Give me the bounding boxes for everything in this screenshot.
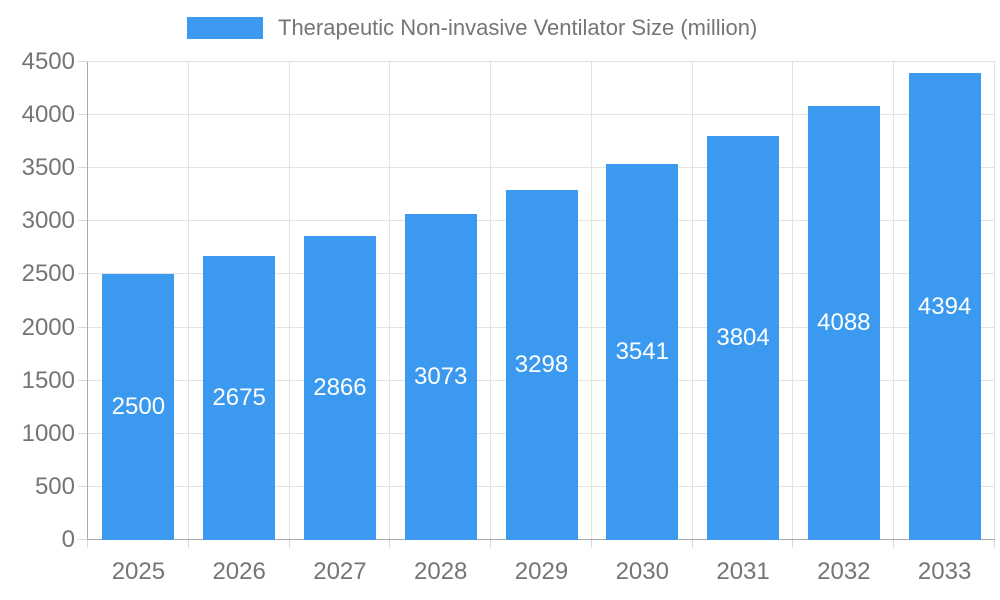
bar[interactable] <box>807 105 880 540</box>
legend-series-label: Therapeutic Non-invasive Ventilator Size… <box>278 15 758 40</box>
y-axis-tick <box>78 379 88 381</box>
legend-item[interactable]: Therapeutic Non-invasive Ventilator Size… <box>187 17 757 39</box>
y-axis-tick <box>78 61 88 62</box>
bar-value-label: 2675 <box>212 383 266 411</box>
bar[interactable] <box>303 235 376 540</box>
y-axis-tick-label: 3500 <box>21 154 75 182</box>
y-axis-tick-label: 0 <box>61 526 75 553</box>
y-axis-tick <box>78 432 88 434</box>
x-axis-tick-label: 2032 <box>817 558 871 585</box>
y-axis-tick-label: 1500 <box>21 366 75 394</box>
y-axis-tick-label: 3000 <box>21 207 75 235</box>
legend-swatch <box>187 17 263 39</box>
x-axis-tick <box>87 540 88 548</box>
y-axis-tick <box>78 485 88 487</box>
y-axis-tick <box>78 539 88 540</box>
bar-value-label: 3541 <box>615 337 669 365</box>
gridline-vertical <box>893 62 895 540</box>
gridline-vertical <box>691 62 693 540</box>
bar-value-label: 2500 <box>111 393 166 421</box>
gridline-horizontal <box>88 61 995 62</box>
x-axis-tick <box>792 540 794 548</box>
bar[interactable] <box>606 163 679 540</box>
gridline-horizontal <box>88 114 995 116</box>
gridline-vertical <box>994 62 995 540</box>
bar-value-label: 4394 <box>917 292 972 320</box>
bar-value-label: 3073 <box>414 362 468 390</box>
gridline-vertical <box>590 62 592 540</box>
x-axis-tick-label: 2027 <box>313 558 367 585</box>
x-axis-tick-label: 2026 <box>212 558 266 585</box>
y-axis-tick <box>78 167 88 169</box>
y-axis-tick <box>78 220 88 222</box>
bar[interactable] <box>102 274 175 540</box>
x-axis-tick-label: 2031 <box>716 558 770 585</box>
gridline-vertical <box>187 62 189 540</box>
y-axis-tick-label: 4000 <box>21 101 75 129</box>
bar[interactable] <box>505 189 578 540</box>
gridline-vertical <box>490 62 492 540</box>
bar[interactable] <box>203 255 276 540</box>
bar-value-label: 4088 <box>817 308 871 336</box>
x-axis-tick <box>893 540 895 548</box>
y-axis-tick-label: 500 <box>34 472 75 500</box>
y-axis-line <box>87 62 88 540</box>
gridline-vertical <box>288 62 290 540</box>
x-axis-tick <box>389 540 391 548</box>
x-axis-tick <box>288 540 290 548</box>
x-axis-tick <box>590 540 592 548</box>
bar[interactable] <box>404 213 477 540</box>
bar-value-label: 2866 <box>313 373 367 401</box>
x-axis-tick-label: 2030 <box>615 558 669 585</box>
y-axis-tick <box>78 114 88 116</box>
y-axis-tick-label: 1000 <box>21 419 75 447</box>
x-axis-tick <box>691 540 693 548</box>
x-axis-tick <box>187 540 189 548</box>
gridline-vertical <box>792 62 794 540</box>
bar[interactable] <box>908 73 981 540</box>
bar[interactable] <box>707 135 780 540</box>
gridline-horizontal <box>88 167 995 169</box>
y-axis-tick-label: 2500 <box>21 260 75 288</box>
bar-value-label: 3298 <box>514 350 569 378</box>
x-axis-tick-label: 2029 <box>514 558 569 585</box>
y-axis-tick-label: 4500 <box>21 48 75 75</box>
x-axis-tick-label: 2028 <box>414 558 468 585</box>
x-axis-tick-label: 2025 <box>111 558 166 585</box>
bar-value-label: 3804 <box>716 323 770 351</box>
y-axis-tick-label: 2000 <box>21 313 75 341</box>
gridline-vertical <box>389 62 391 540</box>
x-axis-tick <box>994 540 995 548</box>
x-axis-tick <box>490 540 492 548</box>
x-axis-tick-label: 2033 <box>917 558 972 585</box>
y-axis-tick <box>78 273 88 275</box>
y-axis-tick <box>78 326 88 328</box>
